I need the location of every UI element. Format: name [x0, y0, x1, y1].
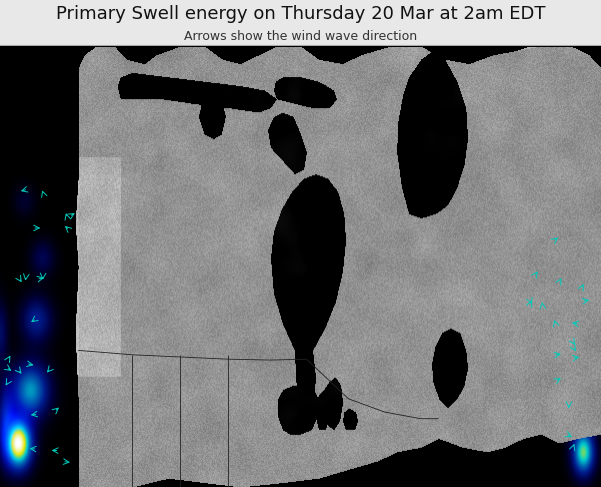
- Text: Primary Swell energy on Thursday 20 Mar at 2am EDT: Primary Swell energy on Thursday 20 Mar …: [56, 5, 545, 23]
- Text: Arrows show the wind wave direction: Arrows show the wind wave direction: [184, 30, 417, 42]
